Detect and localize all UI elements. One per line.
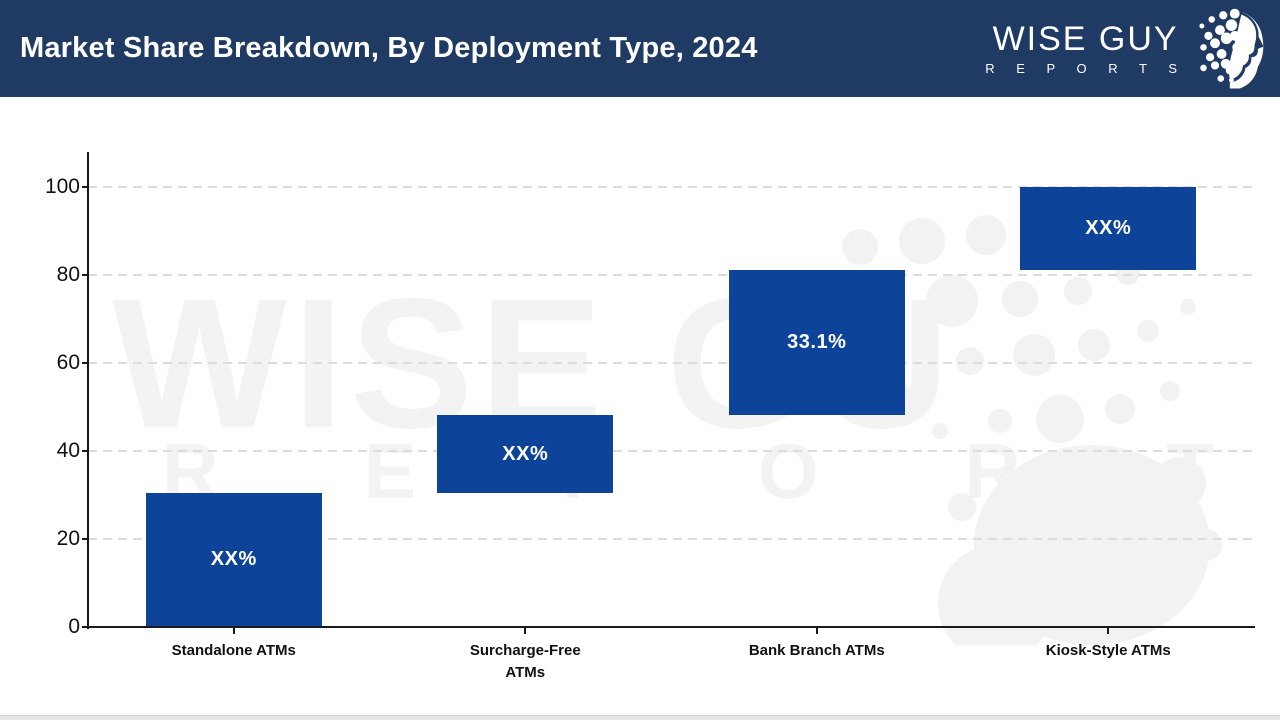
bar-segment: XX% — [1020, 187, 1197, 270]
y-tick-label-40: 40 — [56, 439, 80, 462]
gridline-80 — [88, 274, 1254, 276]
y-tick-label-100: 100 — [44, 175, 80, 198]
y-tick-label-60: 60 — [56, 351, 80, 374]
bar-value-label: XX% — [1085, 216, 1132, 239]
page-title: Market Share Breakdown, By Deployment Ty… — [20, 32, 758, 64]
footer-strip — [0, 715, 1280, 720]
logo-text: WISE GUY R E P O R T S — [985, 22, 1186, 76]
y-tick-mark-0 — [82, 626, 88, 628]
x-tick-mark — [1107, 627, 1110, 634]
x-tick-mark — [232, 627, 235, 634]
bar-value-label: XX% — [210, 548, 257, 571]
y-tick-label-20: 20 — [56, 527, 80, 550]
x-category-label-text: Kiosk-Style ATMs — [1045, 642, 1171, 659]
y-tick-mark-40 — [82, 450, 88, 452]
bar-segment: 33.1% — [728, 269, 905, 416]
gridline-60 — [88, 362, 1254, 364]
x-category-label: Bank Branch ATMs — [697, 640, 937, 662]
y-tick-label-0: 0 — [68, 615, 80, 638]
bar-value-label: 33.1% — [787, 331, 847, 354]
x-category-label: Kiosk-Style ATMs — [988, 640, 1228, 662]
x-tick-mark — [524, 627, 527, 634]
gridline-20 — [88, 538, 1254, 540]
y-tick-mark-60 — [82, 362, 88, 364]
y-tick-label-80: 80 — [56, 263, 80, 286]
logo-wordmark: WISE GUY — [992, 19, 1179, 58]
wise-guy-reports-logo: WISE GUY R E P O R T S — [985, 0, 1266, 97]
x-category-label-text: Bank Branch ATMs — [748, 642, 885, 659]
y-tick-mark-100 — [82, 186, 88, 188]
logo-subtitle: R E P O R T S — [985, 60, 1186, 76]
x-category-label: Surcharge-Free ATMs — [405, 640, 645, 684]
gridline-40 — [88, 450, 1254, 452]
bar-segment: XX% — [437, 415, 614, 493]
y-tick-mark-20 — [82, 538, 88, 540]
header-band: Market Share Breakdown, By Deployment Ty… — [0, 0, 1280, 97]
watermark-face-icon — [842, 215, 1222, 645]
x-axis-line — [87, 626, 1255, 628]
logo-face-icon — [1199, 8, 1264, 88]
x-category-label-text: Standalone ATMs — [171, 642, 296, 659]
bar-value-label: XX% — [502, 442, 549, 465]
bar-segment: XX% — [145, 492, 322, 627]
y-tick-mark-80 — [82, 274, 88, 276]
gridline-100 — [88, 186, 1254, 188]
x-category-label-text: Surcharge-Free ATMs — [469, 642, 581, 681]
y-axis-line — [87, 152, 89, 629]
x-category-label: Standalone ATMs — [114, 640, 354, 662]
x-tick-mark — [815, 627, 818, 634]
